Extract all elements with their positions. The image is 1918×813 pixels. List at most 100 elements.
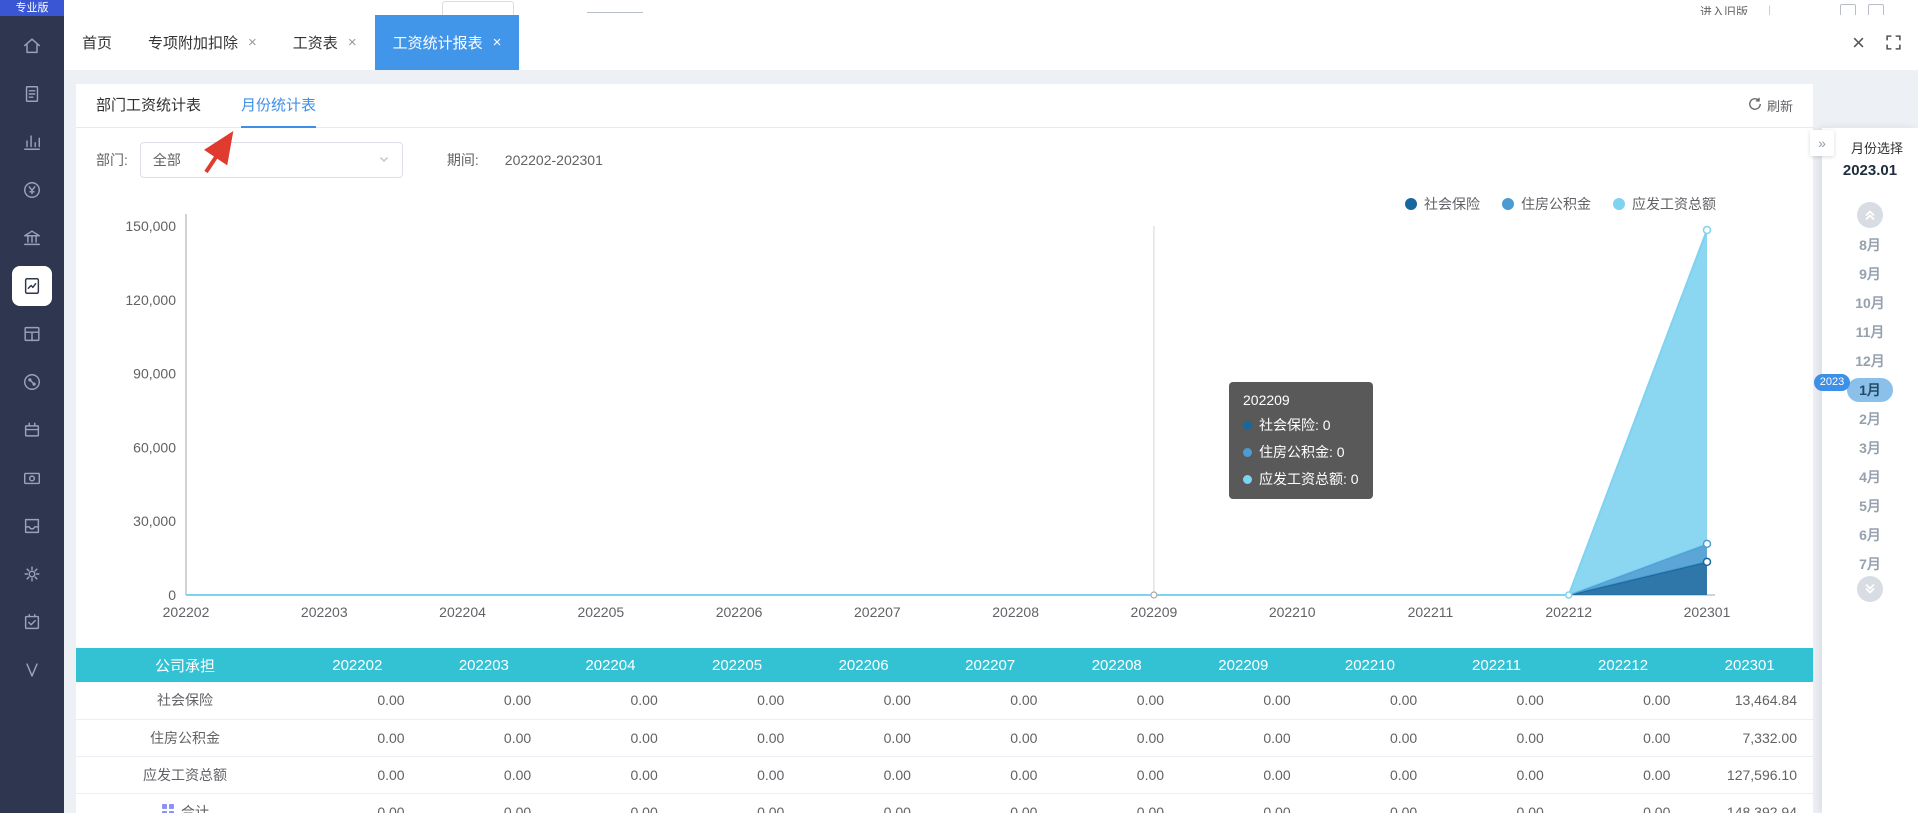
tab-label: 首页 — [82, 35, 113, 52]
department-label: 部门: — [96, 152, 128, 168]
fullscreen-icon[interactable] — [1885, 34, 1902, 51]
sidebar-item-analytics[interactable] — [0, 118, 64, 166]
table-header-month: 202205 — [673, 648, 801, 682]
table-cell: 0.00 — [1180, 793, 1307, 813]
svg-text:202208: 202208 — [992, 604, 1039, 620]
table-cell: 0.00 — [420, 756, 548, 794]
report-icon — [12, 266, 52, 306]
tab-actions: × — [1852, 15, 1918, 70]
svg-text:90,000: 90,000 — [133, 366, 176, 382]
table-cell: 0.00 — [1053, 719, 1181, 757]
legend-item-0[interactable]: 社会保险 — [1405, 194, 1480, 214]
tab-close-icon[interactable]: × — [248, 34, 257, 51]
subtab-item-1[interactable]: 月份统计表 — [241, 84, 317, 128]
sidebar-item-cashier[interactable] — [0, 406, 64, 454]
brand-v-icon — [12, 650, 52, 690]
table-header-month: 202210 — [1306, 648, 1434, 682]
table-cell: 0.00 — [294, 719, 421, 757]
table-header-month: 202207 — [926, 648, 1054, 682]
table-header-month: 202209 — [1180, 648, 1307, 682]
table-cell: 0.00 — [1433, 756, 1560, 794]
table-row: 应发工资总额 0.00 0.00 0.00 0.00 0.00 0.00 0.00 0.00 0.… — [76, 756, 1813, 794]
month-item-3月[interactable]: 3月 — [1859, 440, 1881, 456]
table-header-month: 202208 — [1053, 648, 1181, 682]
home-icon — [12, 26, 52, 66]
refresh-icon — [1748, 97, 1762, 114]
month-item-6月[interactable]: 6月 — [1859, 527, 1881, 543]
month-item-1月[interactable]: 1月 — [1822, 376, 1918, 405]
table-cell: 0.00 — [1180, 682, 1307, 720]
table-cell: 0.00 — [1306, 793, 1434, 813]
tab-item-3[interactable]: 工资统计报表 × — [374, 15, 520, 70]
tab-item-0[interactable]: 首页 — [64, 15, 130, 70]
month-item-7月[interactable]: 7月 — [1859, 556, 1881, 572]
tab-item-1[interactable]: 专项附加扣除 × — [130, 15, 275, 70]
legend-label: 社会保险 — [1424, 196, 1480, 212]
department-select[interactable]: 全部 — [139, 142, 403, 178]
salary-area-chart[interactable]: 0 30,000 60,000 90,000 120,000 150,000 202202 2… — [96, 214, 1756, 634]
old-version-link[interactable]: 进入旧版 — [1700, 5, 1749, 15]
collapse-panel-icon[interactable]: » — [1810, 130, 1834, 156]
month-item-4月[interactable]: 4月 — [1859, 469, 1881, 485]
table-cell: 0.00 — [800, 756, 927, 794]
table-cell: 0.00 — [800, 793, 927, 813]
subtab-item-0[interactable]: 部门工资统计表 — [96, 97, 202, 114]
row-label: 应发工资总额 — [76, 756, 294, 794]
table-cell: 0.00 — [1053, 756, 1181, 794]
tab-close-icon[interactable]: × — [492, 34, 502, 51]
header-icon-fragment[interactable] — [1840, 4, 1856, 15]
table-cell: 0.00 — [420, 682, 548, 720]
month-item-10月[interactable]: 10月 — [1855, 295, 1885, 311]
filter-row: 部门: 全部 期间: 202202-202301 — [96, 142, 603, 178]
sidebar-item-report[interactable] — [0, 262, 64, 310]
table-cell: 0.00 — [1306, 719, 1434, 757]
scroll-down-button[interactable] — [1857, 576, 1883, 602]
close-tab-icon[interactable]: × — [1852, 29, 1865, 55]
row-label: 合计 — [76, 793, 294, 813]
selected-month-pill: 1月 — [1847, 378, 1893, 402]
sidebar-item-tax[interactable] — [0, 358, 64, 406]
month-item-5月[interactable]: 5月 — [1859, 498, 1881, 514]
month-item-11月[interactable]: 11月 — [1855, 324, 1885, 340]
sidebar-item-brand-v[interactable] — [0, 646, 64, 694]
sidebar-item-bank[interactable] — [0, 214, 64, 262]
refresh-button[interactable]: 刷新 — [1748, 96, 1793, 115]
report-card: 部门工资统计表 月份统计表 刷新 部门: 全部 — [76, 84, 1813, 813]
svg-text:202204: 202204 — [439, 604, 486, 620]
legend-dot — [1405, 198, 1417, 210]
sidebar-item-invoice[interactable] — [0, 70, 64, 118]
department-select-value: 全部 — [152, 152, 181, 168]
fund-icon — [12, 170, 52, 210]
table-cell: 7,332.00 — [1686, 719, 1813, 757]
table-cell: 0.00 — [926, 719, 1054, 757]
period-label: 期间: — [446, 152, 479, 168]
sidebar-item-home[interactable] — [0, 22, 64, 70]
scroll-up-button[interactable] — [1857, 202, 1883, 228]
legend-item-2[interactable]: 应发工资总额 — [1613, 194, 1716, 214]
sidebar-item-settings[interactable] — [0, 550, 64, 598]
table-header-month: 202203 — [420, 648, 548, 682]
svg-text:202206: 202206 — [716, 604, 763, 620]
tab-close-icon[interactable]: × — [347, 34, 357, 51]
month-item-9月[interactable]: 9月 — [1859, 266, 1881, 282]
month-item-8月[interactable]: 8月 — [1859, 237, 1881, 253]
table-cell: 0.00 — [800, 719, 927, 757]
table-cell: 0.00 — [547, 682, 674, 720]
sidebar-item-fund[interactable] — [0, 166, 64, 214]
legend-item-1[interactable]: 住房公积金 — [1502, 194, 1591, 214]
sidebar-item-goods[interactable] — [0, 310, 64, 358]
sidebar-item-audit[interactable] — [0, 598, 64, 646]
tab-item-2[interactable]: 工资表 × — [275, 15, 375, 70]
legend-dot — [1502, 198, 1514, 210]
table-header-month: 202202 — [294, 648, 421, 682]
month-item-2月[interactable]: 2月 — [1859, 411, 1881, 427]
sidebar-item-inbox[interactable] — [0, 502, 64, 550]
row-label: 社会保险 — [76, 682, 294, 720]
header-search-fragment[interactable] — [442, 1, 514, 15]
tax-icon — [12, 362, 52, 402]
subtabs: 部门工资统计表 月份统计表 — [96, 84, 356, 128]
table-cell: 0.00 — [1306, 682, 1434, 720]
header-icon-fragment[interactable] — [1868, 4, 1884, 15]
sidebar-item-salary[interactable] — [0, 454, 64, 502]
month-item-12月[interactable]: 12月 — [1855, 353, 1885, 369]
